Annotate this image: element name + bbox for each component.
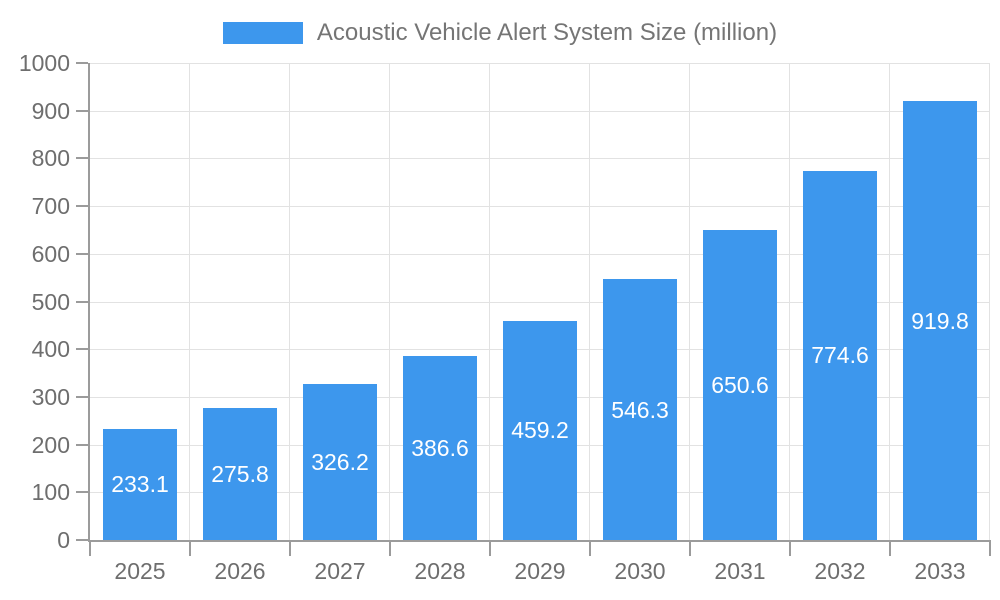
y-axis-tick xyxy=(76,109,88,112)
x-axis-tick xyxy=(388,540,391,556)
bar-value-label: 326.2 xyxy=(311,449,369,476)
y-gridline-900 xyxy=(90,110,990,112)
x-gridline-8 xyxy=(888,63,890,540)
y-axis-tick xyxy=(76,395,88,398)
x-gridline-2 xyxy=(288,63,290,540)
x-axis-tick-label-2025: 2025 xyxy=(114,558,166,584)
x-axis-tick-label-2032: 2032 xyxy=(814,558,866,584)
bar-value-label: 919.8 xyxy=(911,307,969,334)
bar-2026[interactable]: 275.8 xyxy=(202,408,277,540)
x-gridline-4 xyxy=(488,63,490,540)
x-axis-tick-label-2031: 2031 xyxy=(714,558,766,584)
bar-2027[interactable]: 326.2 xyxy=(303,384,377,540)
chart-legend[interactable]: Acoustic Vehicle Alert System Size (mill… xyxy=(0,20,1000,46)
plot-area: 0 100 200 300 400 500 600 700 800 900 1000 233.1 202… xyxy=(19,50,991,584)
bar-value-label: 459.2 xyxy=(511,417,569,444)
bar-2025[interactable]: 233.1 xyxy=(103,428,177,540)
bar-value-label: 546.3 xyxy=(611,396,669,423)
y-axis-tick xyxy=(76,443,88,446)
x-axis-tick-label-2029: 2029 xyxy=(514,558,566,584)
x-axis-tick xyxy=(688,540,691,556)
bar-value-label: 774.6 xyxy=(811,342,869,369)
x-gridline-5 xyxy=(589,63,590,540)
y-axis-tick xyxy=(76,348,88,351)
y-axis-tick xyxy=(76,300,88,303)
bar-2028[interactable]: 386.6 xyxy=(403,355,477,540)
x-gridline-9 xyxy=(989,63,990,540)
y-axis-tick-label: 500 xyxy=(31,288,70,315)
y-axis-tick-label: 300 xyxy=(31,383,70,410)
y-axis-tick xyxy=(76,252,88,255)
legend-swatch xyxy=(222,22,303,44)
x-gridline-7 xyxy=(789,63,790,540)
y-axis-tick-label: 0 xyxy=(57,527,70,553)
bar-2031[interactable]: 650.6 xyxy=(703,229,777,540)
legend-label: Acoustic Vehicle Alert System Size (mill… xyxy=(316,19,778,46)
bar-2033[interactable]: 919.8 xyxy=(903,101,977,540)
bar-2032[interactable]: 774.6 xyxy=(803,170,877,540)
x-gridline-3 xyxy=(388,63,390,540)
x-axis-tick xyxy=(589,540,591,556)
y-axis-tick xyxy=(76,62,88,64)
x-axis-tick-label-2027: 2027 xyxy=(314,558,366,584)
x-axis-tick xyxy=(888,540,891,556)
bar-value-label: 275.8 xyxy=(211,461,269,488)
y-axis-tick-label: 800 xyxy=(31,145,70,172)
y-axis-tick-label: 600 xyxy=(31,240,70,267)
bar-2030[interactable]: 546.3 xyxy=(603,279,677,540)
bar-value-label: 233.1 xyxy=(111,471,169,498)
y-axis-tick xyxy=(76,157,88,160)
y-axis-tick-label: 200 xyxy=(31,431,70,458)
x-axis-tick xyxy=(89,540,91,556)
bar-2029[interactable]: 459.2 xyxy=(503,320,577,540)
y-axis-tick-label: 1000 xyxy=(18,50,70,76)
x-axis-tick-label-2028: 2028 xyxy=(414,558,466,584)
y-axis-tick-label: 400 xyxy=(31,336,70,363)
x-axis-tick xyxy=(288,540,291,556)
y-axis-tick xyxy=(76,205,88,208)
y-gridline-800 xyxy=(90,158,990,160)
x-axis-tick-label-2026: 2026 xyxy=(214,558,266,584)
x-gridline-1 xyxy=(188,63,190,540)
y-gridline-600 xyxy=(90,253,990,255)
y-axis-tick-label: 900 xyxy=(31,97,70,124)
y-gridline-500 xyxy=(90,301,990,303)
x-axis-tick xyxy=(188,540,191,556)
y-axis-tick xyxy=(76,539,88,541)
x-axis-tick xyxy=(789,540,791,556)
y-axis-tick xyxy=(76,491,88,494)
y-axis-tick-label: 700 xyxy=(31,193,70,220)
bar-value-label: 650.6 xyxy=(711,371,769,398)
y-gridline-1000 xyxy=(90,63,990,64)
x-axis-tick-label-2033: 2033 xyxy=(914,558,966,584)
y-gridline-700 xyxy=(90,206,990,208)
y-axis-tick-label: 100 xyxy=(31,479,70,506)
x-axis-tick xyxy=(989,540,991,556)
x-gridline-6 xyxy=(688,63,690,540)
x-axis-tick xyxy=(488,540,491,556)
bar-value-label: 386.6 xyxy=(411,434,469,461)
x-axis-tick-label-2030: 2030 xyxy=(614,558,666,584)
